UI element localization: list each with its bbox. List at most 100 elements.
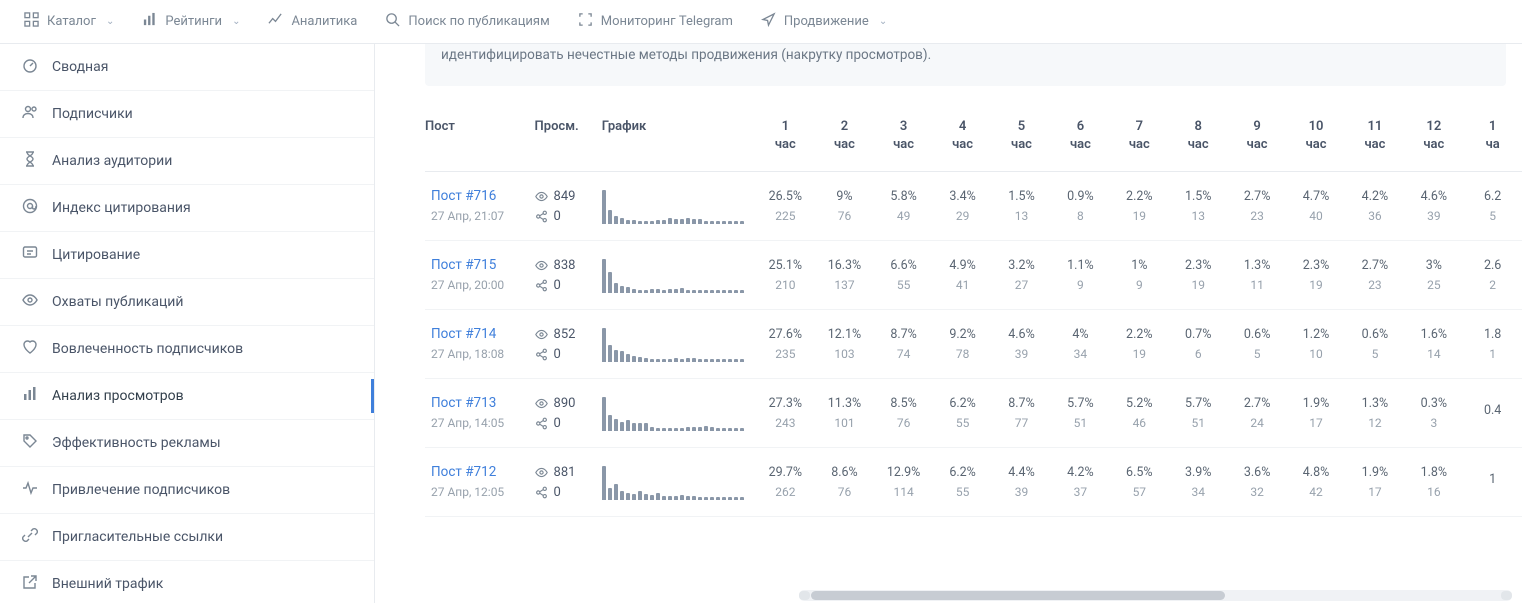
share-icon [535, 210, 548, 223]
hour-cell: 3.2% 27 [992, 241, 1051, 310]
col-hour: 2час [815, 114, 874, 172]
hour-cell: 9% 76 [815, 172, 874, 241]
hour-cell: 0.6% 5 [1345, 310, 1404, 379]
sidebar-item[interactable]: Привлечение подписчиков [0, 467, 374, 514]
views-count: 838 [535, 258, 602, 273]
topnav-item[interactable]: Каталог⌄ [10, 0, 128, 43]
topnav-label: Продвижение [784, 14, 869, 29]
hour-cell: 0.3% 3 [1404, 379, 1463, 448]
col-chart: График [602, 114, 756, 172]
hour-cell: 29.7% 262 [756, 448, 815, 517]
hour-cell: 4.9% 41 [933, 241, 992, 310]
sidebar-item[interactable]: Анализ аудитории [0, 138, 374, 185]
sidebar-item[interactable]: Индекс цитирования [0, 185, 374, 232]
topnav-item[interactable]: Аналитика [254, 0, 371, 43]
focus-icon [578, 12, 593, 31]
hour-cell: 1% 9 [1110, 241, 1169, 310]
views-count: 849 [535, 189, 602, 204]
hour-cell: 1.8 1 [1463, 310, 1522, 379]
topnav-item[interactable]: Поиск по публикациям [371, 0, 563, 43]
hour-cell: 4.7% 40 [1287, 172, 1346, 241]
hour-cell: 1.2% 10 [1287, 310, 1346, 379]
post-link[interactable]: Пост #716 [431, 188, 496, 204]
share-icon [535, 486, 548, 499]
topnav-item[interactable]: Продвижение ⌄ [747, 0, 901, 43]
hour-cell: 1.9% 17 [1287, 379, 1346, 448]
hour-cell: 4.2% 37 [1051, 448, 1110, 517]
layout: СводнаяПодписчики Анализ аудитории Индекс … [0, 44, 1522, 603]
hourglass-icon [22, 151, 38, 171]
send-icon [761, 12, 776, 31]
scrollbar-thumb[interactable] [811, 591, 1225, 600]
table-row: Пост #712 27 Апр, 12:05 881 0 29.7% 262 … [425, 448, 1522, 517]
views-count: 852 [535, 327, 602, 342]
hour-cell: 2.3% 19 [1287, 241, 1346, 310]
sidebar-item[interactable]: Цитирование [0, 232, 374, 279]
sidebar-item[interactable]: Пригласительные ссылки [0, 514, 374, 561]
sidebar-item[interactable]: Вовлеченность подписчиков [0, 326, 374, 373]
hour-cell: 9.2% 78 [933, 310, 992, 379]
eye-icon [535, 466, 548, 479]
hour-cell: 2.6 2 [1463, 241, 1522, 310]
post-link[interactable]: Пост #715 [431, 257, 496, 273]
sidebar-item[interactable]: Подписчики [0, 91, 374, 138]
hour-cell: 8.6% 76 [815, 448, 874, 517]
sparkline [602, 326, 744, 362]
info-box: идентифицировать нечестные методы продви… [425, 44, 1506, 86]
hour-cell: 2.7% 23 [1345, 241, 1404, 310]
top-nav: Каталог⌄Рейтинги⌄АналитикаПоиск по публи… [0, 0, 1522, 44]
hour-cell: 8.7% 77 [992, 379, 1051, 448]
col-post: Пост [425, 114, 535, 172]
col-hour: 9час [1228, 114, 1287, 172]
hour-cell: 4% 34 [1051, 310, 1110, 379]
col-hour: 10час [1287, 114, 1346, 172]
shares-count: 0 [535, 209, 602, 224]
hour-cell: 3.4% 29 [933, 172, 992, 241]
hour-cell: 1.5% 13 [992, 172, 1051, 241]
share-icon [535, 279, 548, 292]
col-hour: 7час [1110, 114, 1169, 172]
bars-icon [142, 12, 157, 31]
col-hour: 11час [1345, 114, 1404, 172]
external-icon [22, 574, 38, 594]
eye-icon [535, 328, 548, 341]
shares-count: 0 [535, 485, 602, 500]
hour-cell: 2.2% 19 [1110, 310, 1169, 379]
gauge-icon [22, 57, 38, 77]
sidebar-item[interactable]: Эффективность рекламы [0, 420, 374, 467]
hour-cell: 5.8% 49 [874, 172, 933, 241]
chevron-down-icon: ⌄ [879, 16, 887, 27]
sidebar-item[interactable]: Анализ просмотров [0, 373, 374, 420]
post-date: 27 Апр, 20:00 [431, 278, 504, 292]
hour-cell: 1.1% 9 [1051, 241, 1110, 310]
share-icon [535, 417, 548, 430]
link-icon [22, 527, 38, 547]
line-icon [268, 12, 283, 31]
post-link[interactable]: Пост #713 [431, 395, 496, 411]
post-link[interactable]: Пост #712 [431, 464, 496, 480]
sidebar-label: Анализ аудитории [52, 153, 172, 169]
topnav-item[interactable]: Рейтинги⌄ [128, 0, 254, 43]
post-date: 27 Апр, 21:07 [431, 209, 504, 223]
hour-cell: 1.3% 11 [1228, 241, 1287, 310]
grid-icon [24, 12, 39, 31]
bars-icon [22, 386, 38, 406]
eye-icon [535, 259, 548, 272]
sidebar-item[interactable]: Охваты публикаций [0, 279, 374, 326]
tag-icon [22, 433, 38, 453]
post-date: 27 Апр, 14:05 [431, 416, 504, 430]
heart-icon [22, 339, 38, 359]
sidebar-item[interactable]: Внешний трафик [0, 561, 374, 603]
post-link[interactable]: Пост #714 [431, 326, 496, 342]
topnav-label: Мониторинг Telegram [601, 14, 733, 29]
info-fragment: идентифицировать нечестные методы продви… [441, 47, 931, 63]
horizontal-scrollbar[interactable] [799, 590, 1512, 601]
hour-cell: 2.7% 24 [1228, 379, 1287, 448]
hour-cell: 5.7% 51 [1051, 379, 1110, 448]
sidebar-item[interactable]: Сводная [0, 44, 374, 91]
col-hour: 8час [1169, 114, 1228, 172]
views-count: 881 [535, 465, 602, 480]
hour-cell: 12.9% 114 [874, 448, 933, 517]
col-hour: 12час [1404, 114, 1463, 172]
topnav-item[interactable]: Мониторинг Telegram [564, 0, 747, 43]
